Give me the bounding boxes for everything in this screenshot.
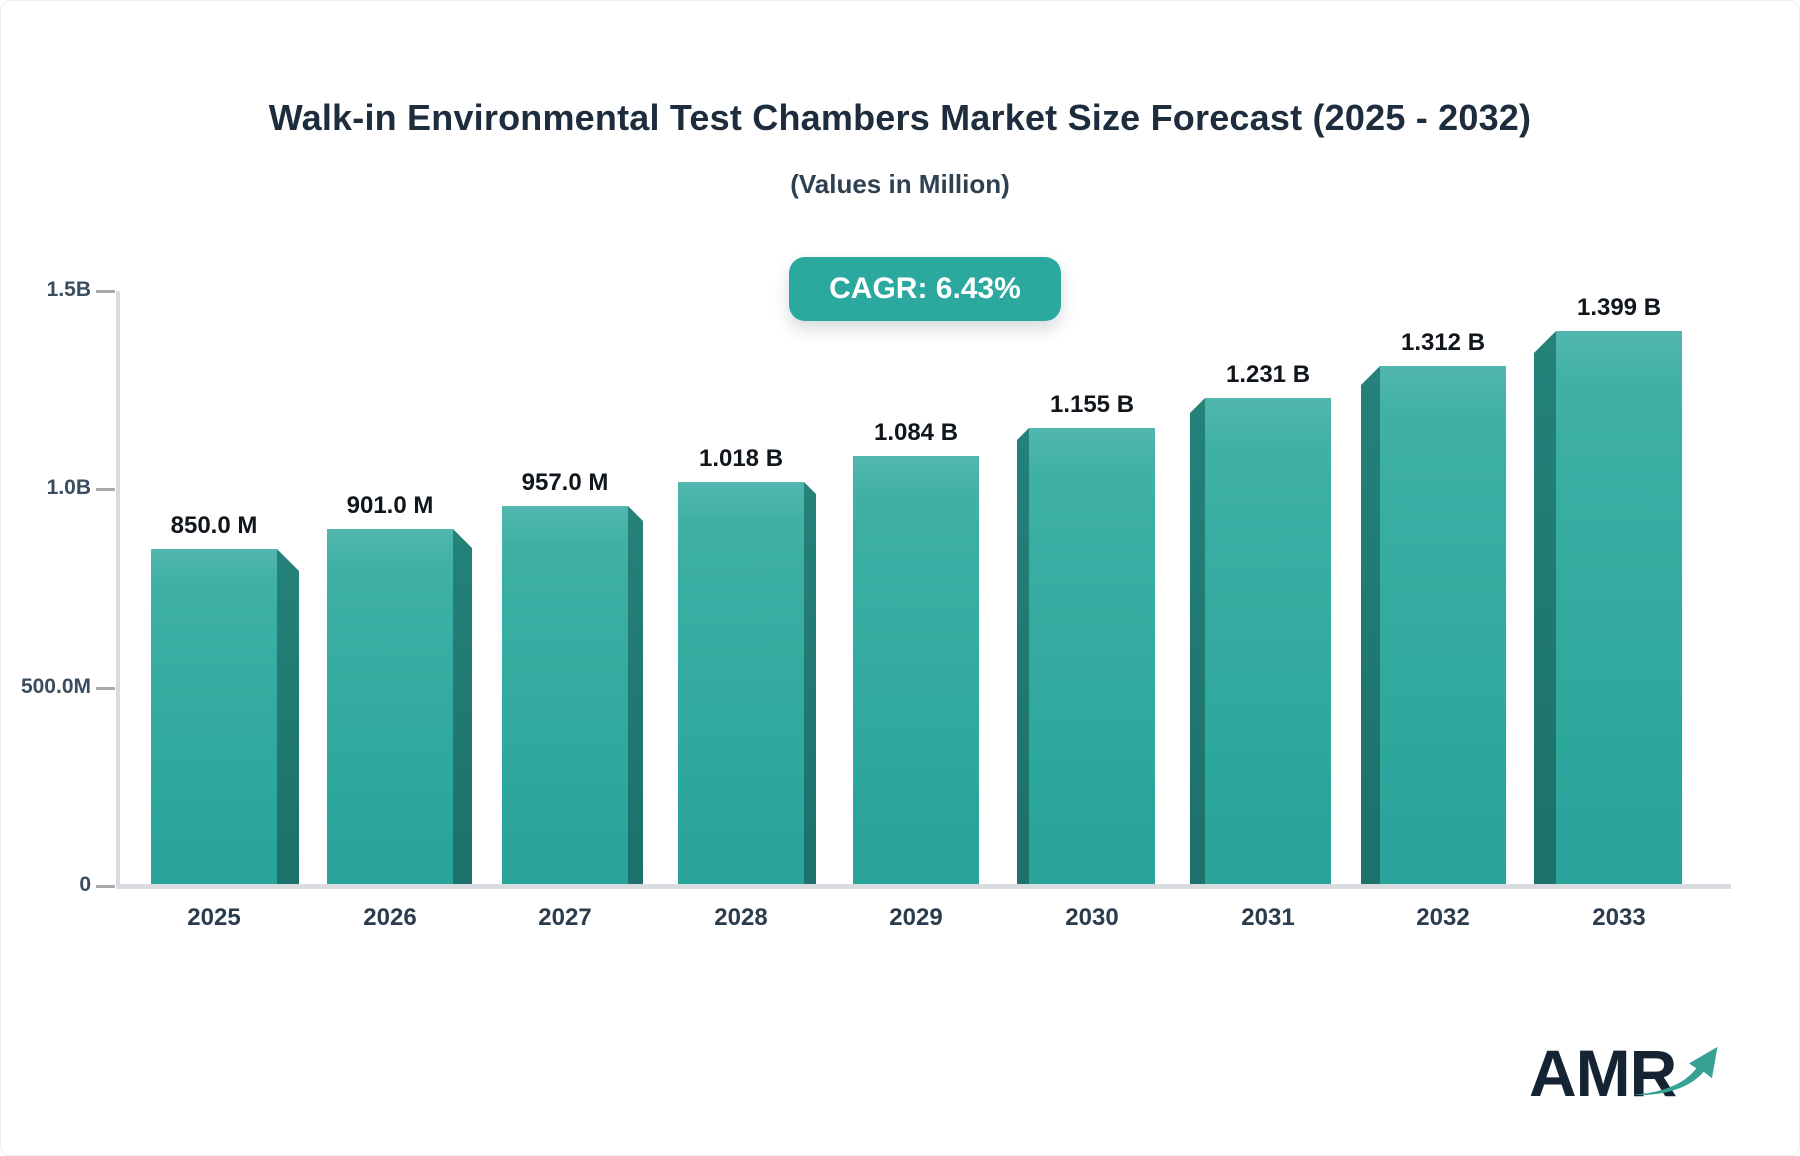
x-axis-label-2030: 2030 — [1065, 904, 1119, 931]
bar-value-label-2032: 1.312 B — [1400, 329, 1486, 356]
bar-value-label-2028: 1.018 B — [698, 445, 784, 472]
y-axis-line — [116, 291, 120, 886]
bar-2025 — [151, 549, 277, 887]
growth-arrow-icon — [1632, 1046, 1718, 1096]
bar-value-label-2030: 1.155 B — [1049, 391, 1135, 418]
bar-2026 — [327, 529, 453, 887]
x-axis-label-2026: 2026 — [363, 904, 417, 931]
bar-side-2032 — [1361, 366, 1380, 887]
chart-subtitle: (Values in Million) — [790, 169, 1010, 199]
bar-2030 — [1029, 428, 1155, 887]
bar-value-label-2033: 1.399 B — [1576, 294, 1662, 321]
y-axis-tick-label: 1.0B — [46, 476, 91, 500]
bar-side-2030 — [1017, 428, 1029, 887]
x-axis-label-2025: 2025 — [187, 904, 241, 931]
bar-value-label-2025: 850.0 M — [170, 512, 258, 539]
bar-side-2027 — [628, 506, 643, 887]
y-axis-tick-label: 1.5B — [46, 278, 91, 301]
bar-value-label-2026: 901.0 M — [346, 492, 434, 519]
bar-side-2031 — [1190, 398, 1205, 887]
chart-title: Walk-in Environmental Test Chambers Mark… — [268, 97, 1532, 138]
bar-value-label-2031: 1.231 B — [1225, 361, 1311, 388]
x-axis-label-2029: 2029 — [889, 904, 943, 931]
y-axis-tick-label: 500.0M — [20, 674, 91, 698]
bar-value-label-2029: 1.084 B — [873, 419, 959, 446]
bar-2027 — [502, 506, 628, 887]
bar-side-2028 — [804, 482, 816, 887]
x-axis-label-2028: 2028 — [714, 904, 768, 931]
bar-2032 — [1380, 366, 1506, 887]
cagr-badge: CAGR: 6.43% — [789, 257, 1061, 321]
bar-2028 — [678, 482, 804, 887]
x-axis-line — [116, 884, 1731, 889]
y-axis-tick-mark — [96, 686, 115, 690]
bar-2033 — [1556, 331, 1682, 887]
bar-value-label-2027: 957.0 M — [521, 469, 609, 496]
y-axis-tick-label: 0 — [79, 873, 91, 896]
x-axis-label-2032: 2032 — [1416, 904, 1470, 931]
bar-2029 — [853, 456, 979, 887]
x-axis-label-2027: 2027 — [538, 904, 592, 931]
y-axis-tick-mark — [96, 488, 115, 492]
amr-logo: AMR — [1529, 1031, 1719, 1111]
amr-logo-text: AMR — [1529, 1036, 1677, 1110]
x-axis-label-2031: 2031 — [1241, 904, 1295, 931]
bar-side-2025 — [277, 549, 299, 887]
bar-2031 — [1205, 398, 1331, 887]
bar-side-2033 — [1534, 331, 1556, 887]
y-axis-tick-mark — [96, 885, 115, 888]
x-axis-label-2033: 2033 — [1592, 904, 1646, 931]
y-axis-tick-mark — [96, 290, 115, 293]
bar-side-2026 — [453, 529, 472, 887]
